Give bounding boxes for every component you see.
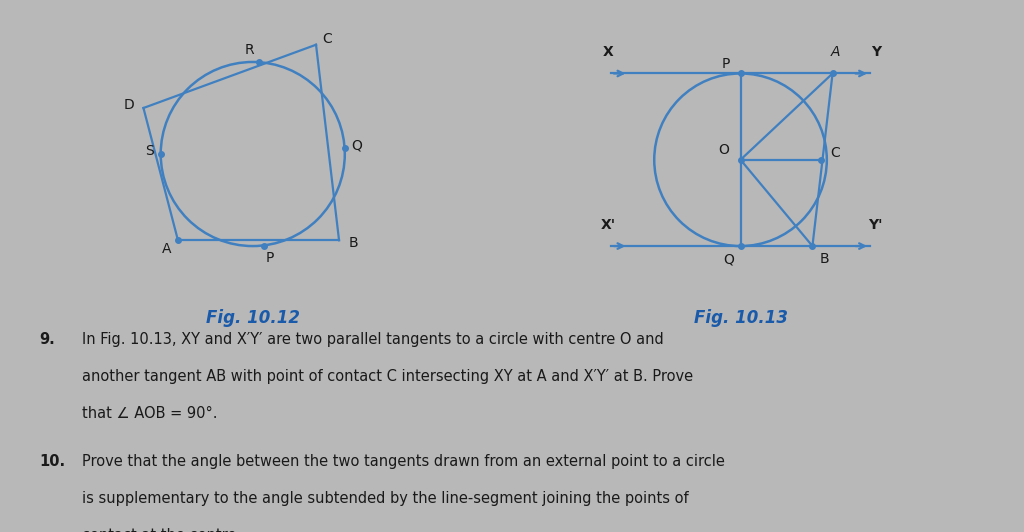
Text: 10.: 10. [40,454,66,469]
Text: S: S [144,144,154,158]
Text: Q: Q [351,138,361,152]
Text: X: X [603,45,613,59]
Text: Prove that the angle between the two tangents drawn from an external point to a : Prove that the angle between the two tan… [82,454,725,469]
Text: D: D [124,98,134,112]
Text: A: A [830,45,841,59]
Text: that ∠ AOB = 90°.: that ∠ AOB = 90°. [82,406,218,421]
Text: B: B [348,236,358,250]
Text: A: A [162,242,171,256]
Text: R: R [245,44,255,57]
Text: C: C [323,32,333,46]
Text: B: B [819,252,828,267]
Text: contact at the centre.: contact at the centre. [82,528,242,532]
Text: P: P [266,251,274,264]
Text: P: P [722,57,730,71]
Text: X': X' [601,218,615,232]
Text: Y: Y [870,45,881,59]
Text: O: O [718,143,729,157]
Text: another tangent AB with point of contact C intersecting XY at A and X′Y′ at B. P: another tangent AB with point of contact… [82,369,693,384]
Text: 9.: 9. [40,332,55,347]
Text: Q: Q [724,252,734,267]
Text: Y': Y' [868,218,883,232]
Text: is supplementary to the angle subtended by the line-segment joining the points o: is supplementary to the angle subtended … [82,492,689,506]
Text: Fig. 10.12: Fig. 10.12 [206,309,300,327]
Text: In Fig. 10.13, XY and X′Y′ are two parallel tangents to a circle with centre O a: In Fig. 10.13, XY and X′Y′ are two paral… [82,332,665,347]
Text: Fig. 10.13: Fig. 10.13 [693,309,787,327]
Text: C: C [830,146,841,160]
